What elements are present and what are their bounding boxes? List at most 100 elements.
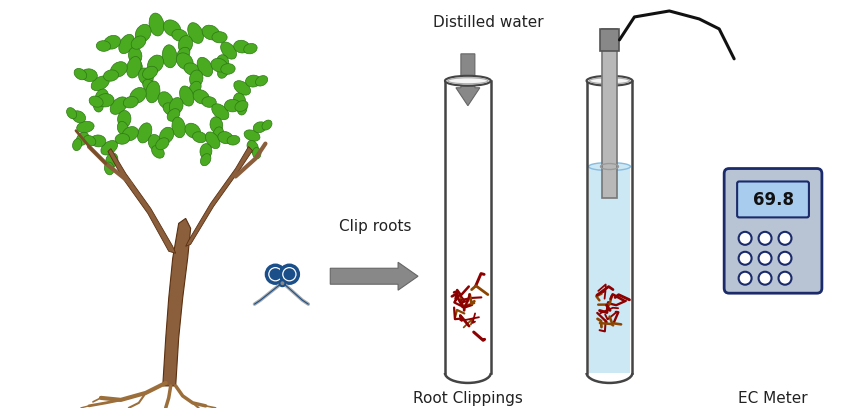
Ellipse shape <box>91 136 106 148</box>
Ellipse shape <box>72 112 86 124</box>
Ellipse shape <box>135 25 151 43</box>
Ellipse shape <box>247 141 258 154</box>
Ellipse shape <box>91 77 110 92</box>
Ellipse shape <box>123 97 139 109</box>
Ellipse shape <box>244 45 258 55</box>
Ellipse shape <box>156 138 169 151</box>
Ellipse shape <box>94 99 104 113</box>
Ellipse shape <box>193 133 207 143</box>
Ellipse shape <box>158 92 173 110</box>
Ellipse shape <box>95 90 109 106</box>
FancyArrow shape <box>456 55 480 106</box>
Ellipse shape <box>104 71 118 82</box>
Ellipse shape <box>163 103 177 116</box>
Ellipse shape <box>206 133 220 149</box>
Ellipse shape <box>253 123 266 133</box>
Ellipse shape <box>179 87 194 107</box>
Ellipse shape <box>216 56 229 72</box>
Ellipse shape <box>104 36 121 50</box>
Ellipse shape <box>221 65 235 75</box>
Ellipse shape <box>72 139 82 151</box>
Text: EC Meter: EC Meter <box>738 390 807 405</box>
Ellipse shape <box>172 118 185 138</box>
Ellipse shape <box>138 124 152 144</box>
Polygon shape <box>108 149 176 254</box>
Ellipse shape <box>151 146 164 159</box>
Text: Root Clippings: Root Clippings <box>413 390 523 405</box>
Circle shape <box>269 269 281 281</box>
Ellipse shape <box>127 57 141 79</box>
Ellipse shape <box>210 117 223 133</box>
Ellipse shape <box>89 97 103 108</box>
Ellipse shape <box>76 122 94 133</box>
FancyArrow shape <box>331 263 418 290</box>
Ellipse shape <box>252 148 261 160</box>
Ellipse shape <box>130 88 146 104</box>
Ellipse shape <box>190 82 201 95</box>
Circle shape <box>739 252 751 265</box>
Ellipse shape <box>148 56 164 74</box>
Ellipse shape <box>586 76 632 87</box>
Polygon shape <box>185 147 252 247</box>
Ellipse shape <box>448 79 488 85</box>
Ellipse shape <box>76 133 89 146</box>
Ellipse shape <box>163 21 181 37</box>
Ellipse shape <box>115 134 129 145</box>
Ellipse shape <box>188 24 203 44</box>
Circle shape <box>779 272 791 285</box>
Ellipse shape <box>110 98 128 115</box>
Ellipse shape <box>244 130 260 142</box>
Bar <box>602 30 617 199</box>
Ellipse shape <box>145 82 160 103</box>
Ellipse shape <box>202 97 216 108</box>
Polygon shape <box>162 219 190 386</box>
Ellipse shape <box>212 105 229 120</box>
Ellipse shape <box>218 66 229 79</box>
Ellipse shape <box>177 48 190 62</box>
Ellipse shape <box>590 79 630 85</box>
Ellipse shape <box>110 63 128 78</box>
Bar <box>588 167 631 373</box>
FancyBboxPatch shape <box>737 182 809 218</box>
Circle shape <box>779 232 791 245</box>
Ellipse shape <box>130 59 142 72</box>
Text: Distilled water: Distilled water <box>433 15 543 30</box>
Ellipse shape <box>176 54 193 70</box>
Ellipse shape <box>234 81 251 96</box>
Ellipse shape <box>105 153 118 169</box>
Ellipse shape <box>227 136 240 146</box>
Ellipse shape <box>237 103 247 116</box>
Ellipse shape <box>234 41 250 54</box>
Ellipse shape <box>105 163 114 175</box>
Ellipse shape <box>122 127 139 142</box>
Ellipse shape <box>201 154 211 166</box>
Ellipse shape <box>445 76 490 87</box>
Ellipse shape <box>160 128 173 144</box>
Circle shape <box>758 272 772 285</box>
Ellipse shape <box>588 163 631 171</box>
Ellipse shape <box>193 90 209 105</box>
Ellipse shape <box>235 101 248 112</box>
Ellipse shape <box>178 36 193 54</box>
Circle shape <box>739 272 751 285</box>
Ellipse shape <box>101 141 117 155</box>
Ellipse shape <box>218 132 233 144</box>
Bar <box>599 30 620 52</box>
Text: 69.8: 69.8 <box>752 191 794 209</box>
Ellipse shape <box>149 14 164 37</box>
Circle shape <box>266 265 285 283</box>
Ellipse shape <box>96 42 110 52</box>
Ellipse shape <box>82 70 98 82</box>
Ellipse shape <box>84 136 96 146</box>
Ellipse shape <box>224 100 241 112</box>
Ellipse shape <box>256 76 268 87</box>
Ellipse shape <box>172 30 188 42</box>
Ellipse shape <box>213 128 224 141</box>
Ellipse shape <box>128 48 142 65</box>
Ellipse shape <box>117 122 128 136</box>
Ellipse shape <box>139 69 153 86</box>
Ellipse shape <box>131 37 146 50</box>
Ellipse shape <box>119 35 134 54</box>
Ellipse shape <box>262 121 272 131</box>
Ellipse shape <box>97 94 114 108</box>
